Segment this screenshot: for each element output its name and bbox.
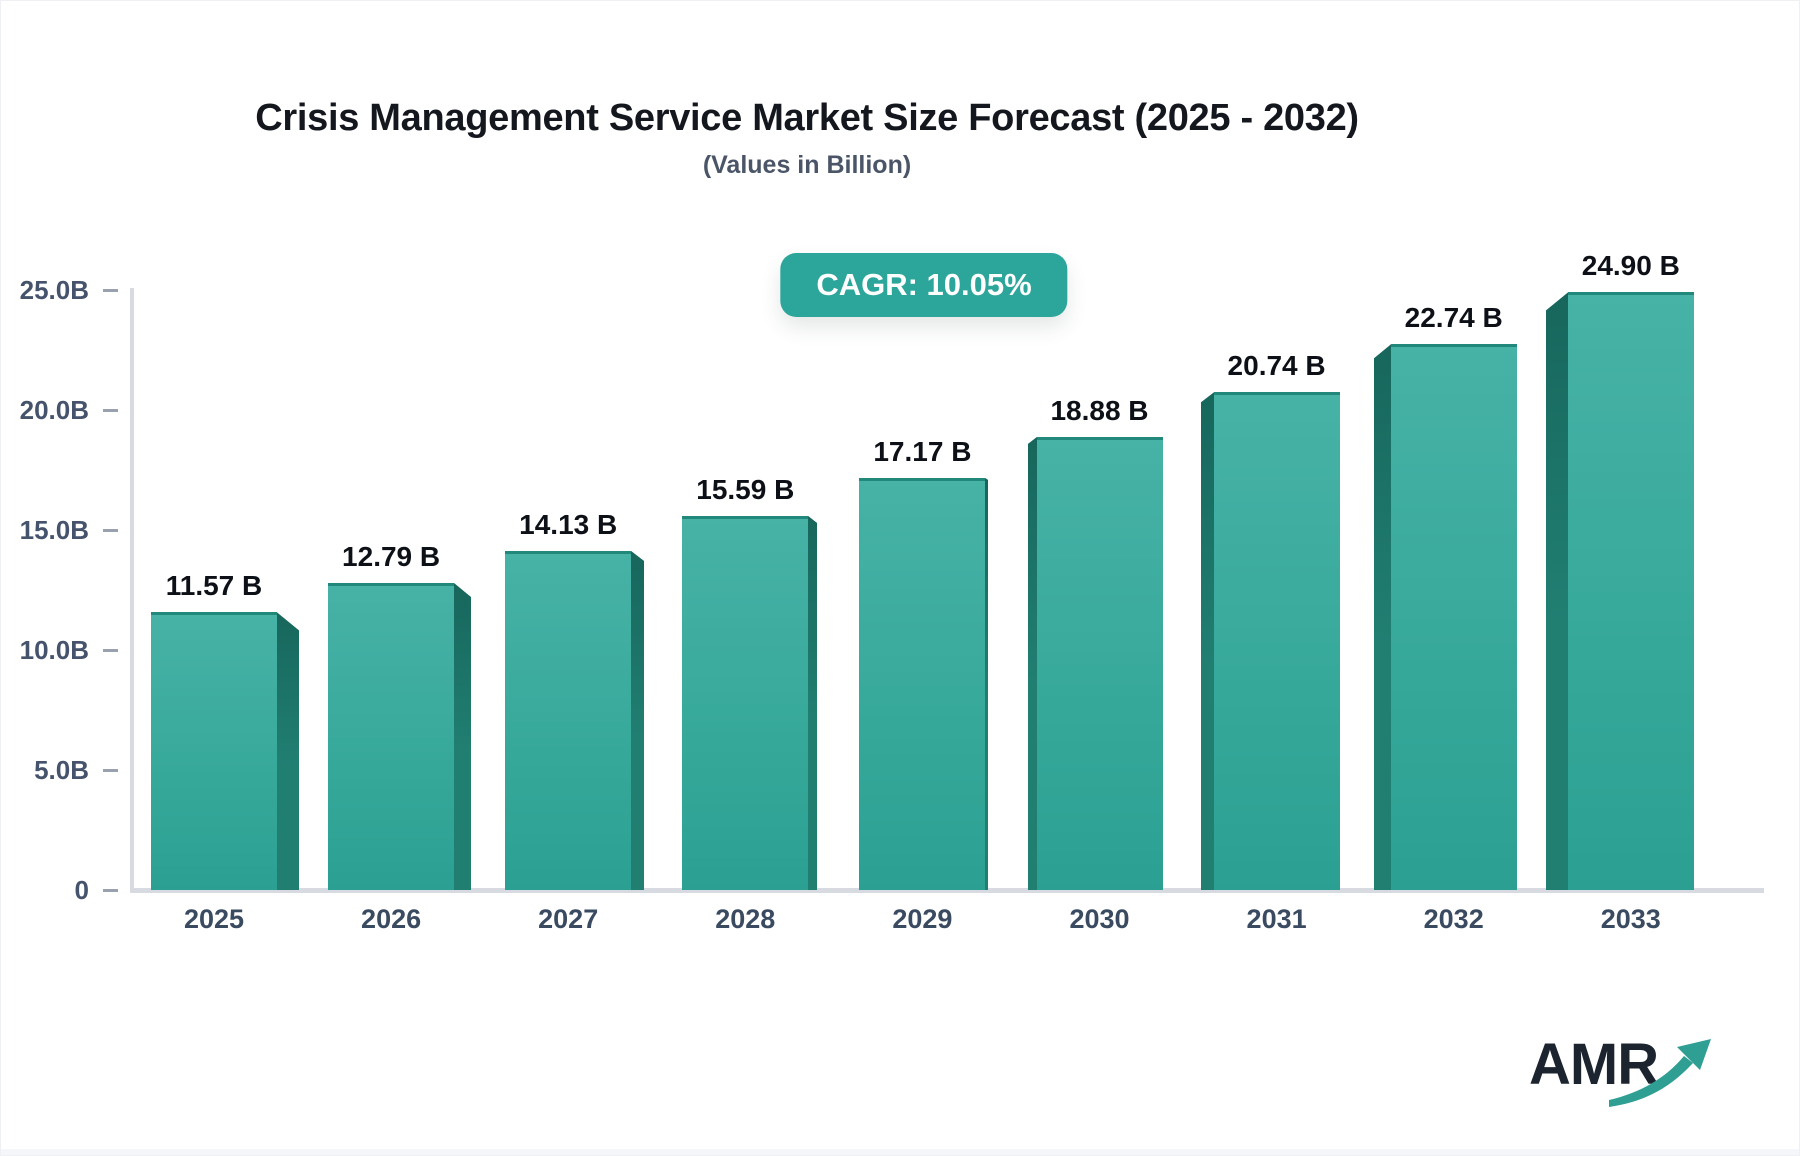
bar-side-2025 bbox=[277, 612, 299, 890]
bar-2032 bbox=[1391, 344, 1517, 890]
y-axis-tick-label: 15.0B bbox=[19, 515, 89, 545]
bar-side-2027 bbox=[631, 550, 644, 890]
y-axis-tick bbox=[103, 288, 118, 292]
bar-side-2032 bbox=[1374, 344, 1391, 890]
chart-title: Crisis Management Service Market Size Fo… bbox=[255, 97, 1359, 139]
x-axis-line bbox=[130, 888, 1764, 893]
amr-logo: AMR bbox=[1529, 1032, 1659, 1097]
x-axis-label-2032: 2032 bbox=[1423, 904, 1484, 934]
bar-value-label: 17.17 B bbox=[873, 435, 972, 467]
y-axis-tick bbox=[103, 528, 118, 532]
y-axis-tick-label: 5.0B bbox=[34, 755, 89, 785]
y-axis-tick bbox=[103, 408, 118, 412]
bar-value-label: 11.57 B bbox=[165, 570, 263, 602]
bar-value-label: 22.74 B bbox=[1404, 302, 1503, 334]
y-axis-tick bbox=[103, 648, 118, 652]
y-axis-tick bbox=[103, 888, 118, 892]
bar-2028 bbox=[682, 515, 808, 890]
bar-2027 bbox=[505, 550, 631, 890]
cagr-badge: CAGR: 10.05% bbox=[780, 253, 1068, 317]
bar-2026 bbox=[328, 583, 454, 890]
x-axis-label-2031: 2031 bbox=[1246, 904, 1307, 934]
x-axis-label-2029: 2029 bbox=[892, 904, 953, 934]
x-axis-label-2027: 2027 bbox=[538, 904, 599, 934]
bar-value-label: 18.88 B bbox=[1050, 394, 1149, 426]
y-axis-tick-label: 25.0B bbox=[19, 275, 89, 305]
x-axis-label-2030: 2030 bbox=[1069, 904, 1130, 934]
bar-value-label: 15.59 B bbox=[696, 473, 795, 505]
bar-side-2029 bbox=[985, 477, 988, 890]
x-axis-label-2026: 2026 bbox=[361, 904, 422, 934]
trend-arrow-icon bbox=[1609, 1039, 1711, 1107]
x-axis-label-2033: 2033 bbox=[1600, 904, 1661, 934]
y-axis-tick-label: 0 bbox=[74, 875, 89, 905]
bar-2031 bbox=[1214, 392, 1340, 890]
y-axis-tick-label: 20.0B bbox=[19, 395, 89, 425]
bar-2033 bbox=[1568, 292, 1694, 890]
y-axis-tick bbox=[103, 768, 118, 772]
bar-side-2030 bbox=[1028, 436, 1037, 890]
bar-side-2031 bbox=[1201, 392, 1214, 890]
y-axis-line bbox=[130, 288, 134, 890]
bar-value-label: 12.79 B bbox=[342, 541, 441, 573]
x-axis-label-2028: 2028 bbox=[715, 904, 776, 934]
bar-side-2028 bbox=[808, 515, 817, 890]
y-axis-tick-label: 10.0B bbox=[19, 635, 89, 665]
bar-side-2026 bbox=[454, 583, 471, 890]
bottom-edge-strip bbox=[1, 1149, 1799, 1155]
bar-2030 bbox=[1037, 436, 1163, 890]
bar-2029 bbox=[859, 477, 985, 890]
bar-value-label: 24.90 B bbox=[1581, 250, 1680, 282]
x-axis-label-2025: 2025 bbox=[183, 904, 245, 934]
bar-side-2033 bbox=[1546, 292, 1568, 890]
chart-subtitle: (Values in Billion) bbox=[702, 151, 912, 179]
bar-2025 bbox=[151, 612, 277, 890]
bar-value-label: 20.74 B bbox=[1227, 350, 1326, 382]
bar-value-label: 14.13 B bbox=[519, 508, 618, 540]
